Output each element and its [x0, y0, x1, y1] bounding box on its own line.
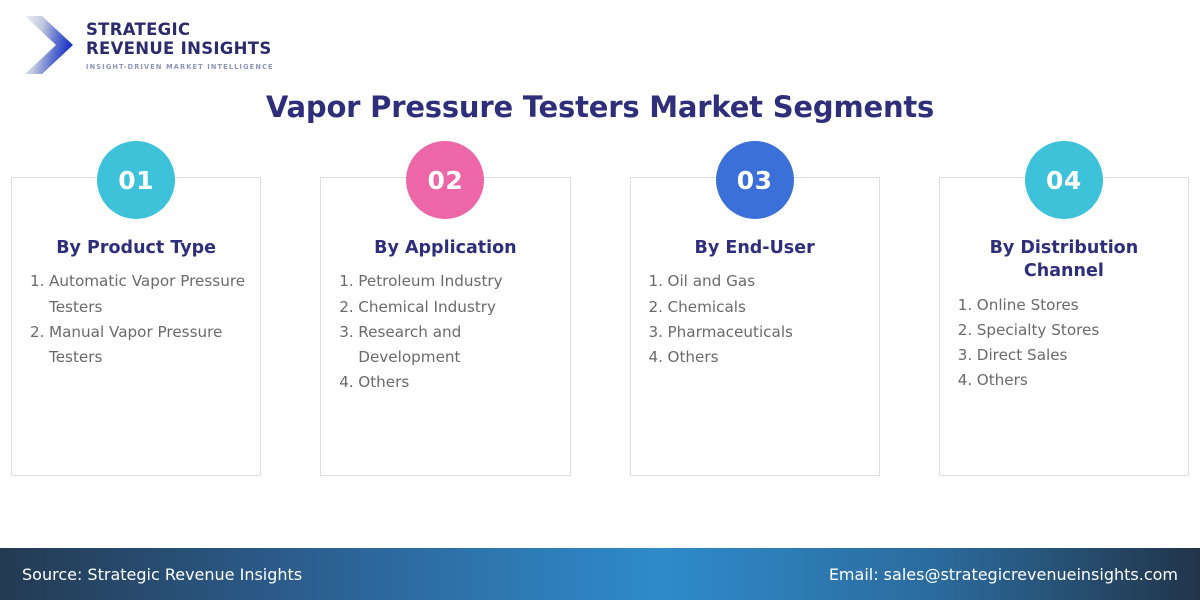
list-item: 2. Specialty Stores: [958, 318, 1174, 343]
segment-item-list: 1. Automatic Vapor Pressure Testers 2. M…: [24, 269, 248, 370]
footer-bar: Source: Strategic Revenue Insights Email…: [0, 548, 1200, 600]
list-item-label: Chemicals: [667, 297, 746, 316]
list-item-number: 2.: [30, 322, 45, 341]
list-item: 1. Petroleum Industry: [339, 269, 555, 294]
list-item-label: Others: [667, 347, 719, 366]
list-item-label: Petroleum Industry: [358, 272, 503, 291]
list-item: 1. Automatic Vapor Pressure Testers: [30, 269, 246, 319]
list-item-number: 4.: [648, 347, 664, 366]
list-item-label: Online Stores: [976, 295, 1079, 314]
list-item-label: Research and Development: [358, 322, 462, 366]
brand-tagline: INSIGHT-DRIVEN MARKET INTELLIGENCE: [86, 62, 274, 71]
list-item-label: Manual Vapor Pressure Testers: [49, 322, 223, 366]
list-item-label: Oil and Gas: [667, 272, 756, 291]
segment-heading: By End-User: [694, 238, 815, 258]
brand-name-line-1: STRATEGIC: [86, 20, 191, 40]
list-item: 3. Research and Development: [339, 320, 555, 370]
segment-card-grid: 01 By Product Type 1. Automatic Vapor Pr…: [11, 141, 1189, 476]
list-item-number: 2.: [957, 320, 973, 339]
segment-number-badge: 02: [406, 141, 485, 219]
list-item-label: Pharmaceuticals: [667, 322, 793, 341]
segment-item-list: 1. Oil and Gas 2. Chemicals 3. Pharmaceu…: [643, 269, 867, 370]
list-item-number: 1.: [648, 272, 664, 291]
list-item-number: 1.: [30, 272, 45, 291]
footer-email-label[interactable]: Email: sales@strategicrevenueinsights.co…: [828, 564, 1178, 584]
list-item: 2. Chemicals: [649, 295, 865, 320]
segment-number-badge: 03: [715, 141, 794, 219]
segment-heading: By Distribution Channel: [989, 238, 1139, 282]
list-item-number: 4.: [339, 373, 354, 392]
segment-item-list: 1. Online Stores 2. Specialty Stores 3. …: [952, 293, 1176, 394]
segment-card-end-user: 03 By End-User 1. Oil and Gas 2. Chemica…: [629, 141, 880, 476]
list-item: 4. Others: [958, 368, 1174, 393]
list-item: 2. Chemical Industry: [339, 295, 555, 320]
list-item: 3. Direct Sales: [958, 343, 1174, 368]
list-item: 1. Oil and Gas: [649, 269, 865, 294]
footer-source-label: Source: Strategic Revenue Insights: [22, 564, 303, 584]
list-item: 1. Online Stores: [958, 293, 1174, 318]
list-item-label: Direct Sales: [976, 346, 1068, 364]
list-item-number: 4.: [957, 371, 973, 390]
brand-name-line-2: REVENUE INSIGHTS: [86, 38, 272, 58]
segment-card-product-type: 01 By Product Type 1. Automatic Vapor Pr…: [11, 141, 262, 476]
list-item-number: 2.: [648, 297, 664, 316]
brand-wordmark: STRATEGIC REVENUE INSIGHTS INSIGHT-DRIVE…: [86, 19, 274, 71]
segment-heading: By Application: [374, 238, 517, 258]
list-item: 4. Others: [339, 370, 555, 395]
list-item-number: 3.: [648, 322, 664, 341]
list-item-label: Specialty Stores: [976, 320, 1100, 339]
page-title: Vapor Pressure Testers Market Segments: [265, 90, 935, 124]
list-item: 4. Others: [649, 345, 865, 370]
segment-heading: By Product Type: [56, 238, 217, 258]
segment-number-badge: 01: [97, 141, 176, 219]
segment-card-application: 02 By Application 1. Petroleum Industry …: [320, 141, 571, 476]
list-item: 2. Manual Vapor Pressure Testers: [30, 320, 246, 370]
list-item-number: 3.: [339, 322, 354, 341]
brand-logo: STRATEGIC REVENUE INSIGHTS INSIGHT-DRIVE…: [20, 14, 274, 76]
chevron-right-gradient-icon: [25, 16, 73, 74]
list-item-label: Chemical Industry: [358, 297, 497, 316]
list-item-label: Automatic Vapor Pressure Testers: [49, 272, 246, 316]
list-item-number: 2.: [339, 297, 354, 316]
segment-number-badge: 04: [1024, 141, 1103, 219]
list-item: 3. Pharmaceuticals: [649, 320, 865, 345]
segment-item-list: 1. Petroleum Industry 2. Chemical Indust…: [333, 269, 557, 395]
list-item-label: Others: [358, 373, 410, 392]
list-item-number: 1.: [339, 272, 354, 291]
segment-card-distribution-channel: 04 By Distribution Channel 1. Online Sto…: [938, 141, 1189, 476]
list-item-label: Others: [976, 371, 1028, 390]
list-item-number: 3.: [957, 346, 973, 364]
list-item-number: 1.: [957, 295, 973, 314]
